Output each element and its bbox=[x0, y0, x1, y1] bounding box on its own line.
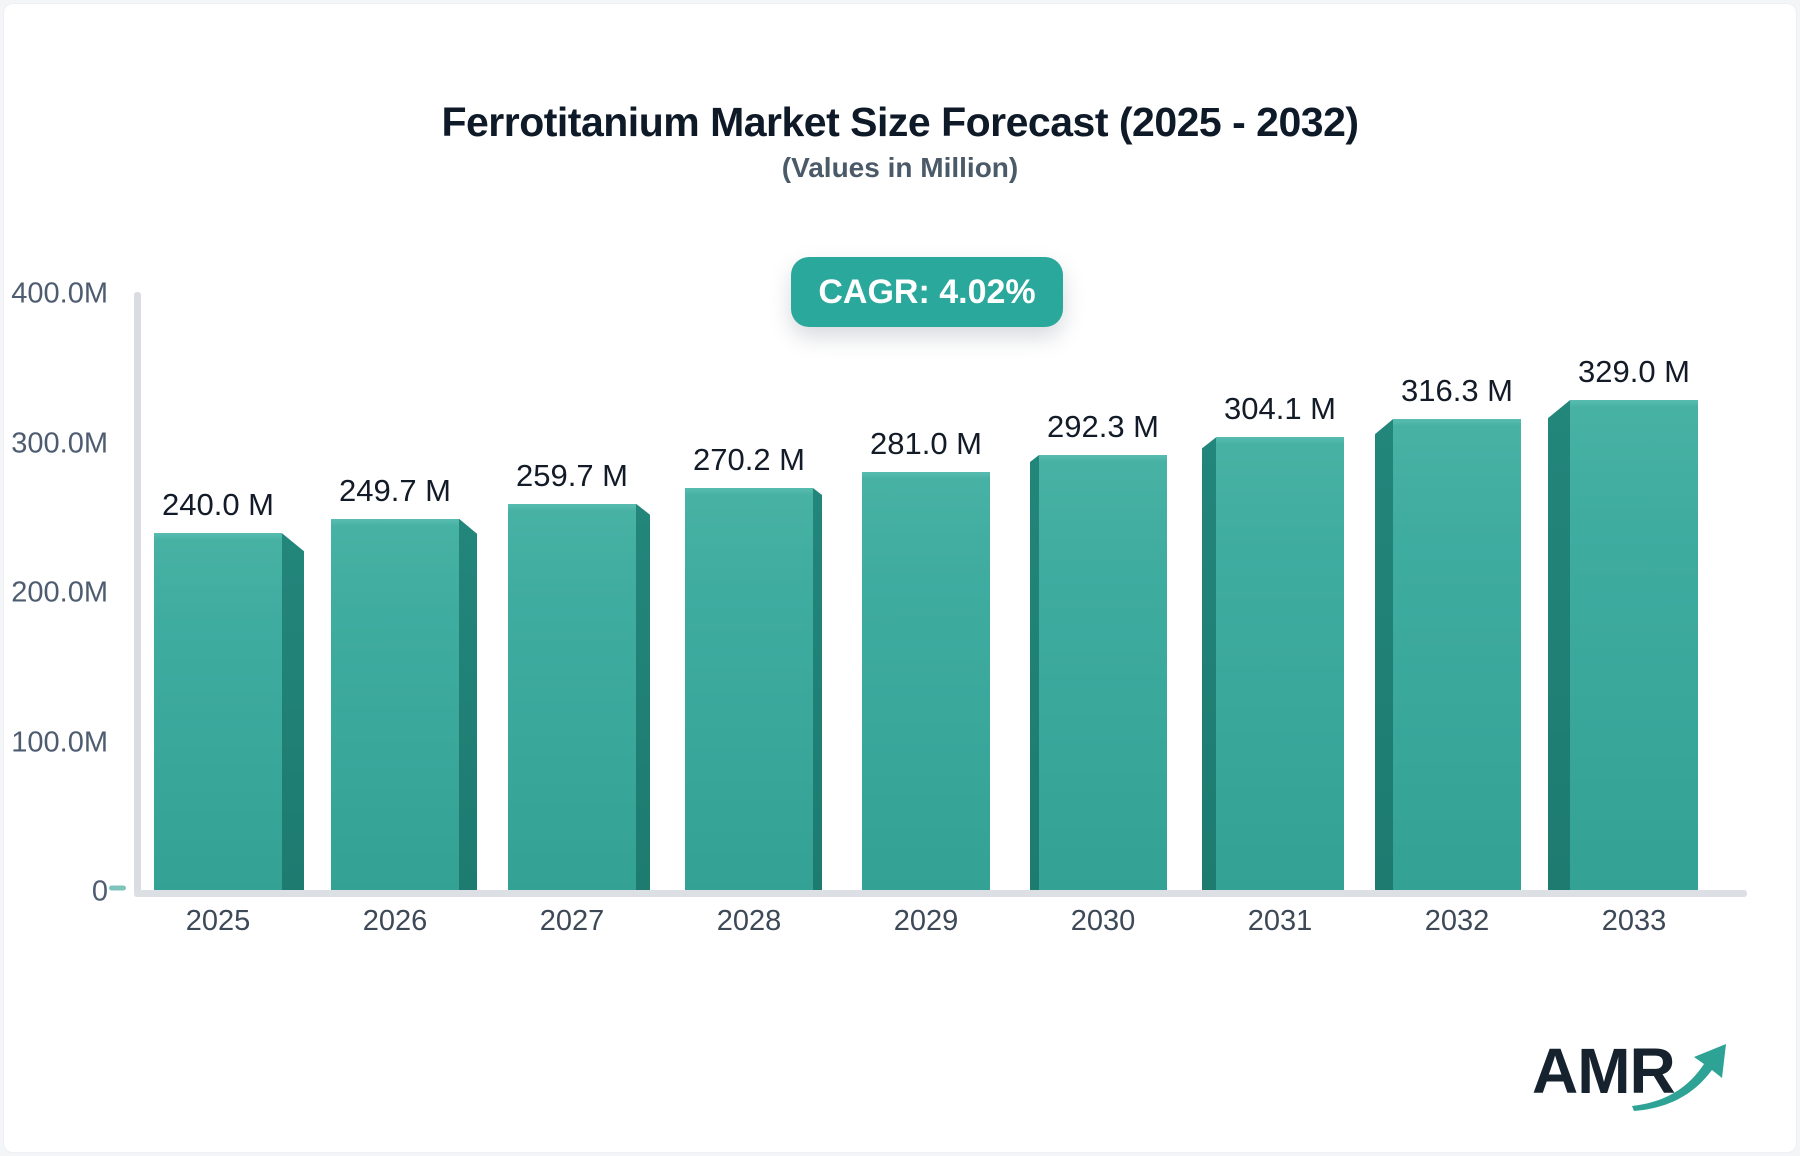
bar-2033 bbox=[1570, 400, 1698, 892]
x-axis-baseline bbox=[134, 890, 1747, 897]
bar-3d-side-2025 bbox=[282, 533, 304, 892]
bar-3d-side-2027 bbox=[636, 503, 650, 892]
x-tick-label-2028: 2028 bbox=[716, 905, 782, 937]
bar-3d-side-2028 bbox=[813, 488, 822, 892]
bar-3d-side-2030 bbox=[1030, 455, 1039, 892]
zero-tick-dash bbox=[109, 885, 126, 891]
cagr-badge-label: CAGR: 4.02% bbox=[818, 272, 1036, 311]
bar-2032 bbox=[1393, 419, 1521, 892]
bar-2030 bbox=[1039, 455, 1167, 892]
bar-value-label-2028: 270.2 M bbox=[692, 442, 805, 478]
bar-value-label-2025: 240.0 M bbox=[161, 487, 274, 523]
amr-logo: AMR bbox=[1532, 1034, 1726, 1120]
y-tick-label: 400.0M bbox=[11, 277, 108, 310]
bar-2031 bbox=[1216, 437, 1344, 892]
x-tick-label-2029: 2029 bbox=[893, 905, 959, 937]
bar-value-label-2030: 292.3 M bbox=[1046, 409, 1159, 444]
x-tick-label-2032: 2032 bbox=[1424, 905, 1490, 937]
bar-3d-side-2026 bbox=[459, 518, 477, 892]
y-tick-label: 100.0M bbox=[11, 726, 108, 758]
x-tick-label-2030: 2030 bbox=[1070, 905, 1136, 937]
bar-value-label-2027: 259.7 M bbox=[515, 457, 628, 493]
page-title: Ferrotitanium Market Size Forecast (2025… bbox=[441, 99, 1359, 145]
bar-value-label-2032: 316.3 M bbox=[1400, 373, 1513, 409]
bar-value-label-2029: 281.0 M bbox=[869, 425, 982, 461]
bar-value-label-2033: 329.0 M bbox=[1577, 354, 1690, 390]
page-subtitle: (Values in Million) bbox=[781, 152, 1019, 183]
x-tick-label-2026: 2026 bbox=[362, 905, 428, 937]
x-tick-label-2027: 2027 bbox=[539, 905, 605, 937]
chart-root: Ferrotitanium Market Size Forecast (2025… bbox=[4, 4, 1796, 1152]
amr-logo-text: AMR bbox=[1532, 1035, 1676, 1107]
bar-2027 bbox=[508, 503, 636, 892]
x-tick-label-2025: 2025 bbox=[185, 905, 251, 937]
growth-arrow-icon bbox=[1632, 1044, 1726, 1111]
chart-card: Ferrotitanium Market Size Forecast (2025… bbox=[3, 3, 1797, 1153]
bar-value-label-2031: 304.1 M bbox=[1223, 391, 1336, 427]
x-tick-label-2033: 2033 bbox=[1601, 905, 1667, 937]
y-tick-label: 200.0M bbox=[11, 576, 108, 609]
bar-3d-side-2033 bbox=[1548, 400, 1570, 892]
bar-2028 bbox=[685, 488, 813, 892]
bar-2029 bbox=[862, 471, 990, 892]
y-tick-label: 300.0M bbox=[11, 427, 108, 459]
cagr-badge: CAGR: 4.02% bbox=[791, 257, 1063, 327]
x-tick-label-2031: 2031 bbox=[1247, 905, 1313, 937]
bar-3d-side-2032 bbox=[1375, 419, 1393, 892]
bar-2025 bbox=[154, 533, 282, 892]
bar-2026 bbox=[331, 518, 459, 892]
bar-3d-side-2031 bbox=[1202, 437, 1216, 892]
y-axis-line bbox=[134, 292, 141, 897]
bar-value-label-2026: 249.7 M bbox=[338, 472, 451, 508]
y-tick-label: 0 bbox=[91, 875, 108, 908]
